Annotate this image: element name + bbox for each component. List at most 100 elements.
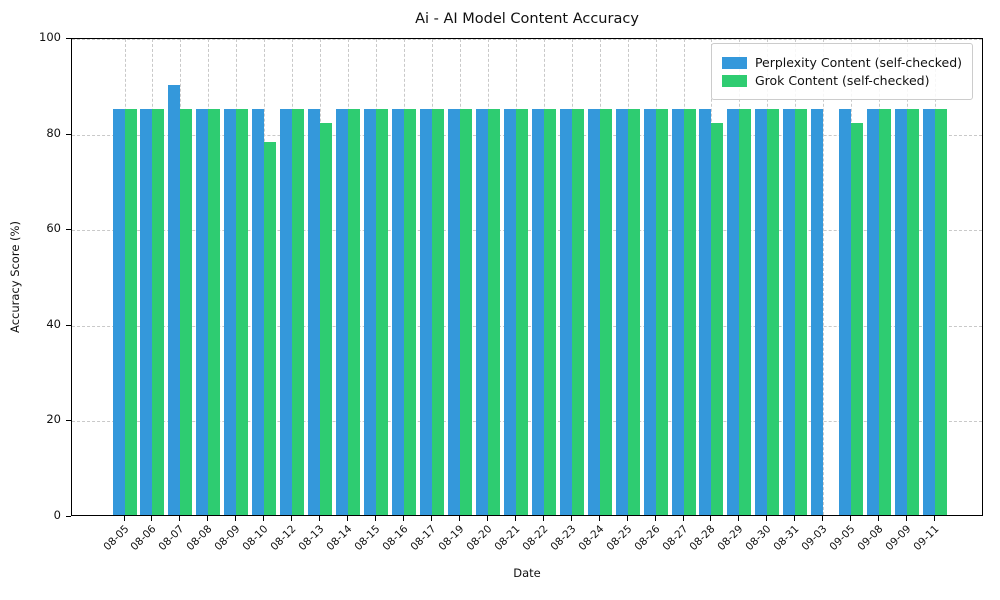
legend-label-perplexity: Perplexity Content (self-checked) [754,55,962,70]
bar-08-28-series-1 [711,123,724,515]
bar-08-10-series-1 [264,142,277,515]
x-tick-mark [794,516,796,521]
bar-08-19-series-1 [459,108,472,515]
bar-08-23-series-0 [559,108,572,515]
bar-08-20-series-0 [475,108,488,515]
h-gridline-100 [72,39,982,40]
bar-09-05-series-1 [851,123,864,515]
legend-item-perplexity: Perplexity Content (self-checked) [721,55,962,70]
x-tick-mark [263,516,265,521]
y-tick-mark [66,229,71,231]
bar-08-07-series-1 [180,108,193,515]
bar-08-08-series-1 [208,108,221,515]
bar-08-13-series-1 [320,123,333,515]
bar-08-14-series-1 [348,108,361,515]
bar-08-31-series-1 [795,108,808,515]
y-tick-label: 60 [46,221,61,236]
bar-08-24-series-1 [599,108,612,515]
bar-08-25-series-0 [615,108,628,515]
bar-08-15-series-0 [364,108,377,515]
bar-08-25-series-1 [627,108,640,515]
legend: Perplexity Content (self-checked) Grok C… [710,43,973,100]
plot-area: Perplexity Content (self-checked) Grok C… [71,38,983,516]
x-tick-mark [850,516,852,521]
bar-08-27-series-0 [671,108,684,515]
bar-08-26-series-1 [655,108,668,515]
x-tick-mark [291,516,293,521]
x-tick-mark [598,516,600,521]
legend-label-grok: Grok Content (self-checked) [754,73,930,88]
x-tick-mark [710,516,712,521]
bar-08-17-series-0 [419,108,432,515]
x-tick-mark [403,516,404,521]
bar-08-12-series-0 [280,108,293,515]
bar-09-09-series-1 [907,108,920,515]
bar-08-29-series-1 [739,108,752,515]
x-tick-mark [458,516,460,521]
bar-08-06-series-0 [140,108,153,515]
y-tick-mark [66,324,71,326]
bar-09-08-series-0 [867,108,880,515]
x-tick-mark [486,516,488,521]
bar-09-08-series-1 [879,108,892,515]
x-tick-mark [738,516,740,521]
x-tick-mark [514,516,516,521]
legend-item-grok: Grok Content (self-checked) [721,73,962,88]
bar-08-26-series-0 [643,108,656,515]
y-tick-label: 40 [46,316,61,331]
x-tick-mark [822,516,824,521]
y-tick-mark [66,133,71,135]
y-tick-mark [66,420,71,422]
bar-08-19-series-0 [447,108,460,515]
bar-08-15-series-1 [376,108,389,515]
bar-08-22-series-1 [543,108,556,515]
bar-08-22-series-0 [531,108,544,515]
bar-08-31-series-0 [783,108,796,515]
x-tick-mark [570,516,572,521]
y-tick-mark [66,516,71,517]
bar-09-09-series-0 [895,108,908,515]
x-tick-mark [626,516,628,521]
bar-08-27-series-1 [683,108,696,515]
x-axis-label: Date [513,566,541,580]
bar-08-05-series-0 [112,108,125,515]
bar-08-21-series-1 [515,108,528,515]
chart-title: Ai - AI Model Content Accuracy [415,11,639,27]
bar-08-12-series-1 [292,108,305,515]
x-tick-mark [375,516,377,521]
bar-09-05-series-0 [839,108,852,515]
x-tick-mark [682,516,684,521]
y-axis-label: Accuracy Score (%) [8,221,22,333]
x-tick-mark [207,516,209,521]
x-tick-mark [151,516,153,521]
x-tick-mark [430,516,432,521]
bar-08-09-series-1 [236,108,249,515]
bar-08-08-series-0 [196,108,209,515]
v-gridline [823,39,825,515]
bar-08-06-series-1 [152,108,165,515]
y-tick-label: 0 [53,508,61,522]
x-tick-mark [934,516,936,521]
bar-08-16-series-1 [404,108,416,515]
x-tick-mark [179,516,181,521]
legend-swatch-perplexity [721,56,747,69]
bar-08-17-series-1 [431,108,444,515]
bar-08-23-series-1 [571,108,584,515]
bar-08-28-series-0 [699,108,712,515]
x-tick-mark [654,516,656,521]
bar-08-10-series-0 [252,108,265,515]
y-tick-label: 100 [39,30,61,44]
x-tick-mark [542,516,544,521]
legend-swatch-grok [721,74,747,87]
x-tick-mark [235,516,237,521]
bar-08-05-series-1 [124,108,137,515]
y-tick-label: 20 [46,412,61,427]
bar-08-13-series-0 [308,108,321,515]
bar-09-03-series-0 [811,108,824,515]
bar-08-16-series-0 [392,108,404,515]
x-tick-mark [319,516,321,521]
y-tick-label: 80 [46,125,61,140]
bar-09-11-series-1 [935,108,948,515]
bar-08-09-series-0 [224,108,237,515]
x-tick-mark [766,516,768,521]
